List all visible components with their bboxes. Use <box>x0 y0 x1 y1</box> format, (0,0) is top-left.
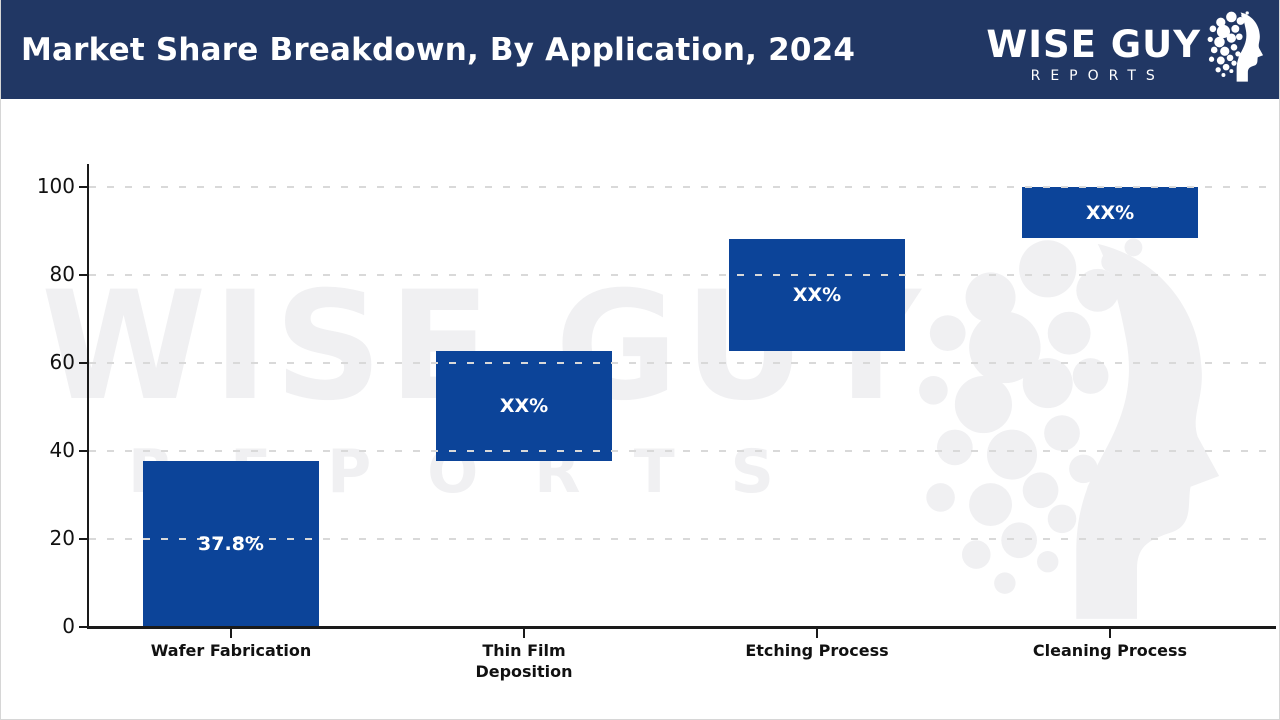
x-tick-label: Wafer Fabrication <box>150 641 312 660</box>
header-bar: Market Share Breakdown, By Application, … <box>1 0 1279 99</box>
y-tick-label: 40 <box>49 438 75 462</box>
bar <box>729 238 905 352</box>
y-tick <box>79 362 87 364</box>
bar-value-label: 37.8% <box>198 532 264 555</box>
y-tick-label: 0 <box>62 614 75 638</box>
x-tick <box>230 629 232 638</box>
x-tick <box>1109 629 1111 638</box>
gridline <box>89 186 1275 188</box>
page-title: Market Share Breakdown, By Application, … <box>21 31 856 68</box>
y-tick-label: 60 <box>49 350 75 374</box>
x-tick <box>523 629 525 638</box>
gridline <box>89 538 1275 540</box>
bar-value-label: XX% <box>499 394 549 417</box>
watermark-head-profile-icon <box>919 238 1220 619</box>
y-tick <box>79 538 87 540</box>
logo-brand-text: WISE GUY <box>986 23 1201 66</box>
logo-text: WISE GUY REPORTS <box>986 26 1201 84</box>
y-tick <box>79 450 87 452</box>
dotted-head-profile-icon <box>1207 11 1264 82</box>
brand-logo: WISE GUY REPORTS <box>986 8 1267 84</box>
y-tick <box>79 186 87 188</box>
logo-sub-text: REPORTS <box>1030 68 1165 84</box>
x-tick-label: Cleaning Process <box>1032 641 1188 660</box>
y-tick-label: 100 <box>36 174 75 198</box>
bar-value-label: XX% <box>792 284 842 307</box>
x-tick-label: Etching Process <box>745 641 889 660</box>
y-axis-spine <box>87 164 89 629</box>
x-tick-label: Thin Film Deposition <box>475 641 573 681</box>
bar <box>143 460 319 627</box>
gridline <box>89 450 1275 452</box>
y-tick-label: 80 <box>49 262 75 286</box>
plot-area: 37.8% XX% XX% XX% <box>89 165 1275 627</box>
bar <box>1022 187 1198 239</box>
bar-value-label: XX% <box>1085 201 1135 224</box>
bar <box>436 351 612 461</box>
y-tick <box>79 274 87 276</box>
gridline <box>89 362 1275 364</box>
y-tick <box>79 626 87 628</box>
x-tick <box>816 629 818 638</box>
x-axis-spine <box>87 626 1276 629</box>
y-tick-label: 20 <box>49 526 75 550</box>
gridline <box>89 274 1275 276</box>
